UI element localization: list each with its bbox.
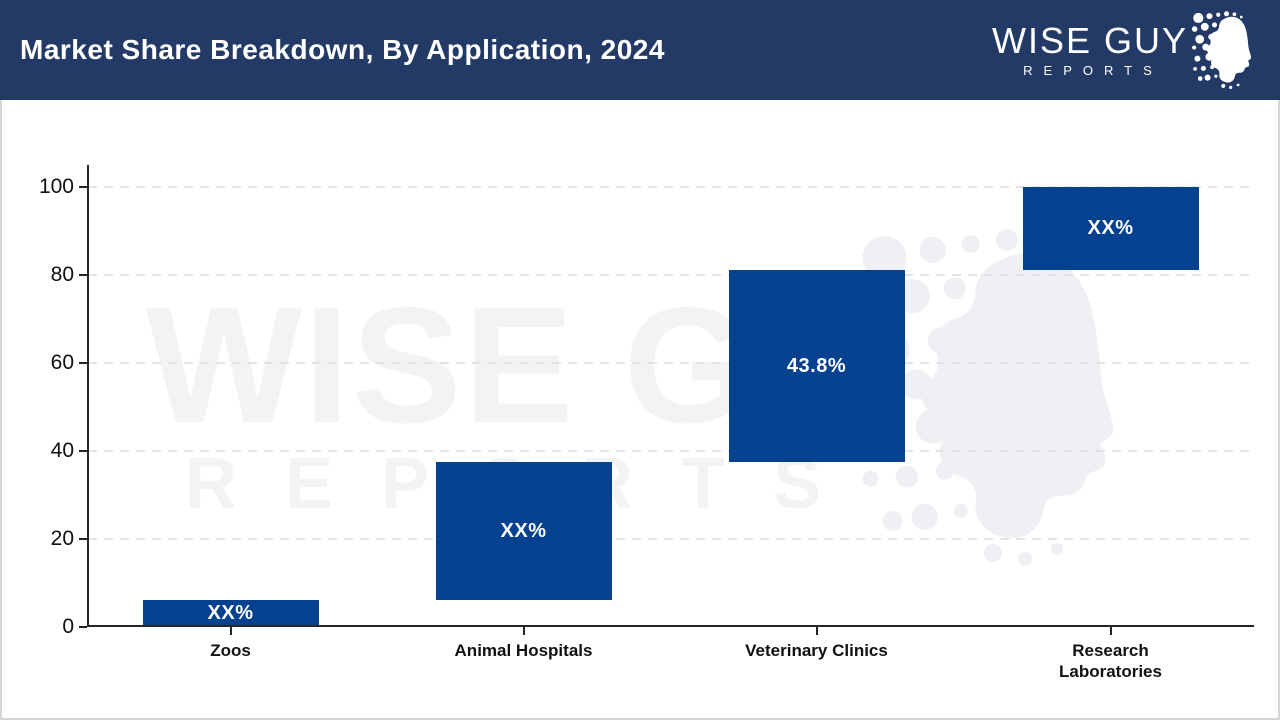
x-axis-line (87, 625, 1254, 627)
x-tickmark-2 (815, 627, 818, 635)
page-title: Market Share Breakdown, By Application, … (20, 34, 665, 65)
y-tickmark-60 (79, 362, 87, 364)
bar-animal-hospitals: XX% (435, 462, 612, 600)
x-tick-label-zoos: Zoos (210, 641, 251, 660)
y-tick-label-80: 80 (50, 263, 74, 286)
y-tick-label-0: 0 (62, 615, 74, 638)
bar-zoos: XX% (142, 599, 319, 627)
x-tick-label-research-laboratories: Research Laboratories (1059, 641, 1162, 681)
header-bar: Market Share Breakdown, By Application, … (0, 0, 1280, 100)
y-tick-label-40: 40 (50, 439, 74, 462)
x-tick-label-animal-hospitals: Animal Hospitals (454, 641, 593, 660)
bar-value-label: 43.8% (786, 354, 847, 377)
x-tickmark-3 (1109, 627, 1112, 635)
y-tickmark-0 (79, 626, 87, 628)
gridline-y-100 (88, 186, 1252, 188)
brand-logo-name: WISE GUY (991, 20, 1188, 62)
y-tickmark-100 (79, 186, 87, 188)
x-tick-label-veterinary-clinics: Veterinary Clinics (745, 641, 888, 660)
y-tickmark-40 (79, 450, 87, 452)
gridline-y-20 (88, 538, 1252, 540)
y-tickmark-20 (79, 538, 87, 540)
x-tickmark-1 (522, 627, 525, 635)
brand-logo-subtitle: REPORTS (1023, 62, 1163, 78)
gridline-y-80 (88, 274, 1252, 276)
brand-logo: WISE GUY REPORTS (992, 10, 1264, 90)
x-tickmark-0 (229, 627, 232, 635)
bar-value-label: XX% (207, 601, 254, 624)
bar-veterinary-clinics: 43.8% (728, 269, 905, 463)
wise-guy-head-icon (1190, 10, 1264, 90)
bar-value-label: XX% (500, 519, 547, 542)
brand-logo-text: WISE GUY REPORTS (992, 22, 1188, 78)
bar-value-label: XX% (1087, 216, 1134, 239)
bar-research-laboratories: XX% (1022, 187, 1199, 270)
y-axis-line (87, 165, 89, 627)
y-tickmark-80 (79, 274, 87, 276)
y-tick-label-100: 100 (38, 175, 74, 198)
y-tick-label-60: 60 (50, 351, 74, 374)
gridline-y-60 (88, 362, 1252, 364)
gridline-y-40 (88, 450, 1252, 452)
y-tick-label-20: 20 (50, 527, 74, 550)
